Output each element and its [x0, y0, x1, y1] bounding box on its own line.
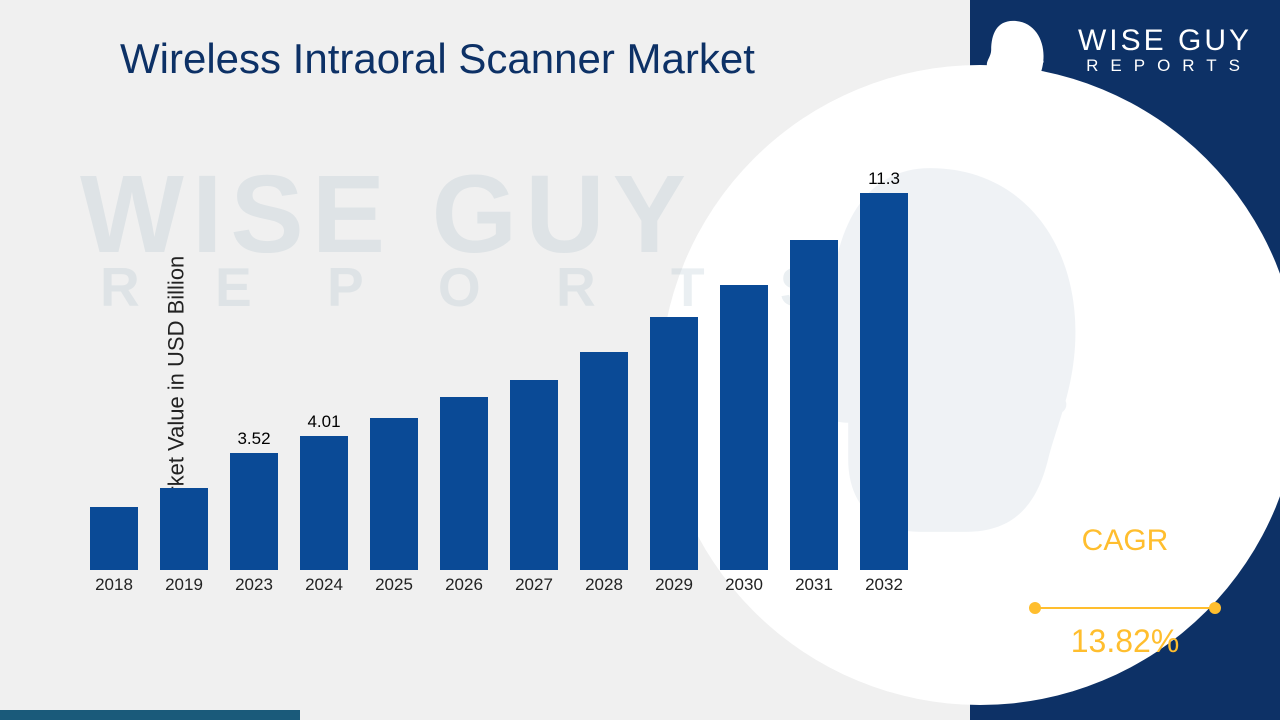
x-tick-label: 2028 [569, 575, 639, 595]
cagr-divider [1035, 607, 1215, 609]
x-tick-label: 2023 [219, 575, 289, 595]
bar [510, 380, 558, 570]
bar [650, 317, 698, 570]
bar-value-label: 4.01 [289, 412, 359, 432]
cagr-box: CAGR (2019-2032) 13.82% [1000, 524, 1250, 660]
logo-head-icon [976, 18, 1050, 98]
stage: WISE GUY R E P O R T S Wireless Intraora… [0, 0, 1280, 720]
x-tick-label: 2029 [639, 575, 709, 595]
cagr-label: CAGR [1000, 524, 1250, 558]
x-tick-label: 2019 [149, 575, 219, 595]
x-tick-label: 2018 [79, 575, 149, 595]
logo-line1: WISE GUY [1078, 24, 1252, 58]
bottom-accent-strip [0, 710, 300, 720]
x-tick-label: 2030 [709, 575, 779, 595]
chart-title: Wireless Intraoral Scanner Market [120, 35, 755, 83]
bar [440, 397, 488, 570]
logo-line2: REPORTS [1078, 56, 1252, 76]
bar [90, 507, 138, 570]
cagr-value: 13.82% [1000, 623, 1250, 660]
bar [160, 488, 208, 570]
x-tick-label: 2032 [849, 575, 919, 595]
bar [580, 352, 628, 570]
x-tick-label: 2031 [779, 575, 849, 595]
bar-value-label: 3.52 [219, 429, 289, 449]
bar-value-label: 11.3 [849, 169, 919, 189]
bar [720, 285, 768, 570]
brand-logo: WISE GUY REPORTS [1078, 24, 1252, 76]
plot-region: 201820193.5220234.0120242025202620272028… [90, 170, 930, 570]
bar [370, 418, 418, 570]
cagr-range: (2019-2032) [1000, 560, 1250, 589]
bar [300, 436, 348, 570]
x-tick-label: 2026 [429, 575, 499, 595]
bar [230, 453, 278, 570]
x-tick-label: 2025 [359, 575, 429, 595]
chart-area: Market Value in USD Billion 201820193.52… [70, 170, 930, 610]
bar [790, 240, 838, 570]
bar [860, 193, 908, 570]
x-tick-label: 2027 [499, 575, 569, 595]
x-tick-label: 2024 [289, 575, 359, 595]
